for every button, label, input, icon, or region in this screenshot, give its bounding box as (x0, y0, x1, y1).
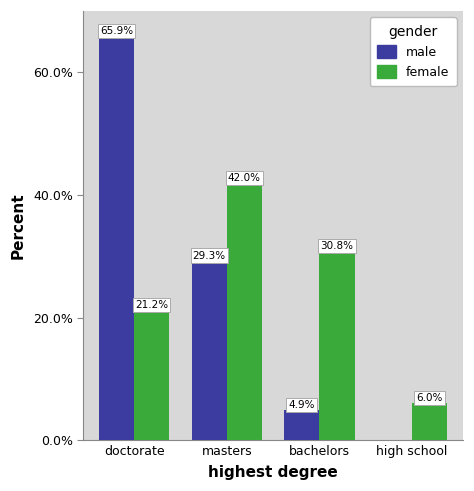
Bar (412, 403, 447, 440)
Bar (191, 261, 227, 440)
Legend: male, female: male, female (370, 17, 456, 86)
Bar (99, 36, 134, 440)
Y-axis label: Percent: Percent (11, 192, 26, 259)
Text: 30.8%: 30.8% (320, 242, 354, 251)
X-axis label: highest degree: highest degree (208, 465, 338, 480)
Text: 21.2%: 21.2% (135, 300, 168, 310)
Bar (134, 310, 169, 440)
Bar (319, 251, 355, 440)
Text: 65.9%: 65.9% (100, 26, 133, 36)
Text: 42.0%: 42.0% (228, 173, 261, 183)
Text: 4.9%: 4.9% (289, 400, 315, 410)
Text: 6.0%: 6.0% (416, 393, 443, 403)
Bar (227, 183, 262, 440)
Text: 29.3%: 29.3% (193, 250, 226, 261)
Bar (284, 410, 319, 440)
